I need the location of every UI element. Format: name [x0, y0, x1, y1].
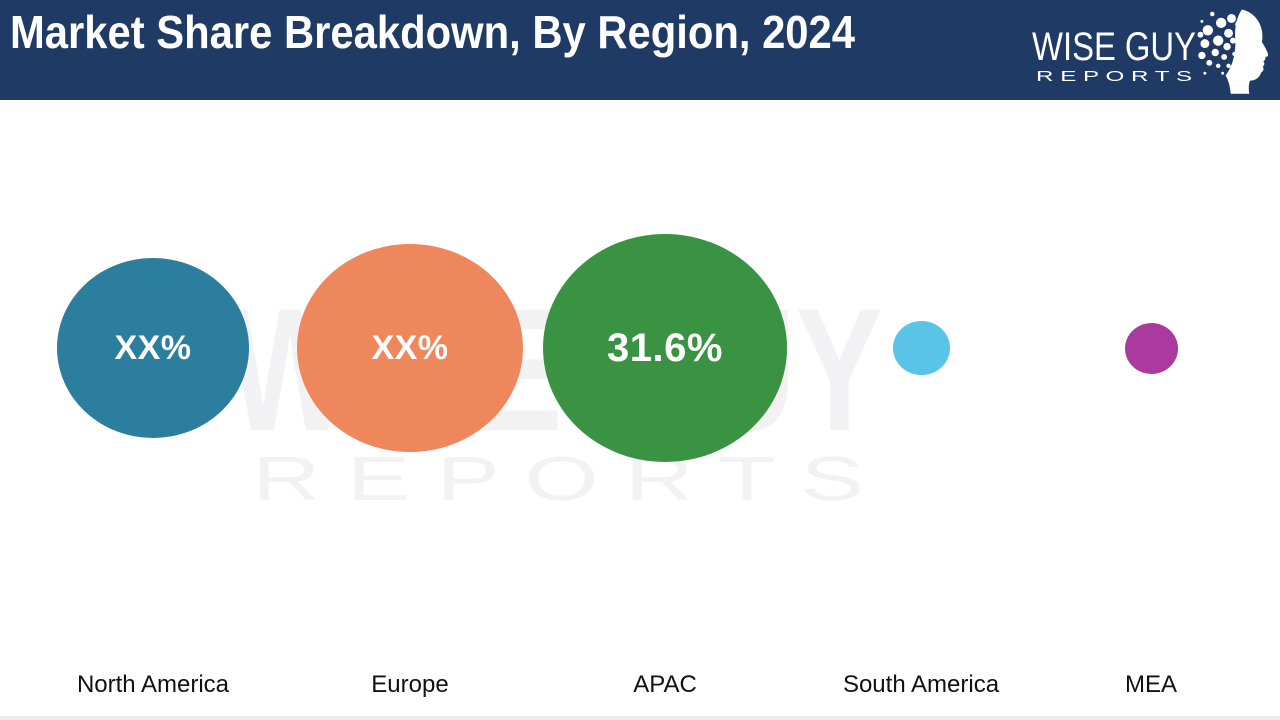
bubble-value-label: XX%	[114, 328, 192, 367]
chart-area: WISE GUY R E P O R T S XX%XX%31.6% North…	[0, 100, 1280, 720]
watermark-line2: R E P O R T S	[252, 445, 864, 514]
bottom-strip	[0, 716, 1280, 720]
bubble-apac: 31.6%	[543, 234, 787, 462]
page-title: Market Share Breakdown, By Region, 2024	[10, 6, 855, 58]
bubble-mea	[1124, 322, 1178, 374]
wiseguy-head-icon	[1196, 8, 1270, 94]
category-label-apac: APAC	[633, 671, 697, 698]
page-title-text: Market Share Breakdown, By Region, 2024	[10, 6, 855, 58]
logo-wordmark-text: WISE GUY	[1032, 25, 1196, 69]
category-label-europe: Europe	[371, 671, 449, 698]
logo-wordmark: WISE GUY R E P O R T S	[1032, 25, 1196, 85]
logo-subtext: R E P O R T S	[1036, 68, 1192, 85]
bubble-north-america: XX%	[57, 258, 249, 438]
header: Market Share Breakdown, By Region, 2024 …	[0, 0, 1280, 100]
category-label-mea: MEA	[1124, 671, 1177, 698]
category-label-north-america: North America	[76, 671, 230, 698]
bubble-value-label: 31.6%	[607, 325, 723, 370]
bubble-south-america	[892, 321, 950, 375]
brand-logo: WISE GUY R E P O R T S	[1030, 2, 1270, 98]
bubble-value-label: XX%	[371, 328, 449, 367]
bubble-europe: XX%	[297, 244, 523, 452]
category-label-south-america: South America	[842, 671, 1000, 698]
